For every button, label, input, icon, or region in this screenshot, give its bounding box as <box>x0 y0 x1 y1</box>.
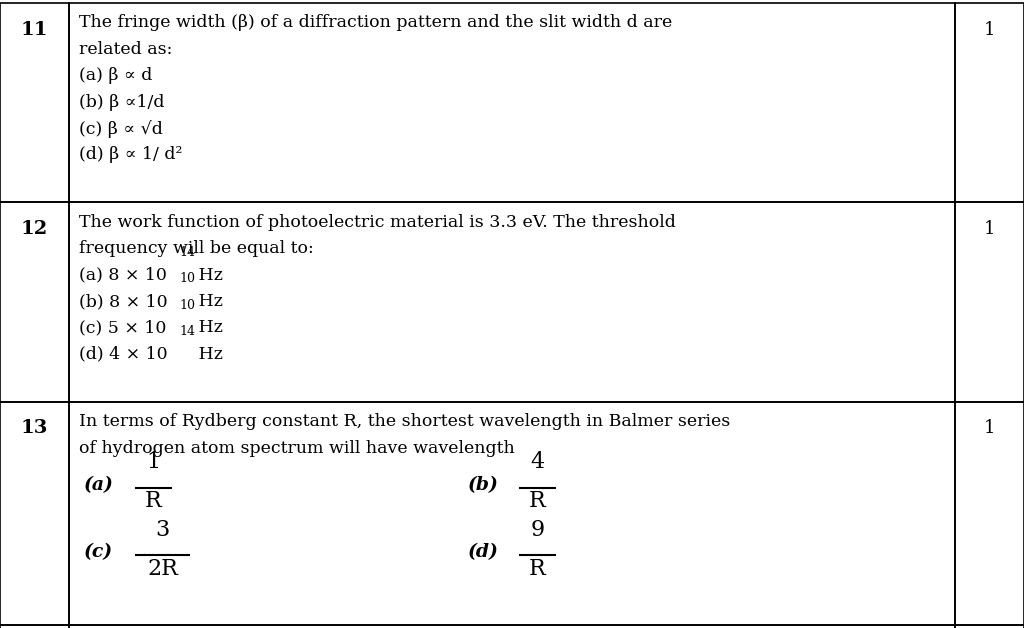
Text: (b) 8 × 10: (b) 8 × 10 <box>79 293 168 310</box>
Text: (b): (b) <box>468 476 499 494</box>
Text: The fringe width (β) of a diffraction pattern and the slit width d are: The fringe width (β) of a diffraction pa… <box>79 14 672 31</box>
Bar <box>0 202 69 402</box>
Text: 9: 9 <box>530 519 545 541</box>
Text: 2R: 2R <box>147 558 178 580</box>
Text: 1: 1 <box>984 220 995 238</box>
Text: Hz: Hz <box>193 345 222 363</box>
Text: 14: 14 <box>179 246 196 259</box>
Text: frequency will be equal to:: frequency will be equal to: <box>79 240 313 257</box>
Bar <box>955 625 1024 628</box>
Text: (a) β ∝ d: (a) β ∝ d <box>79 67 153 84</box>
Bar <box>955 402 1024 625</box>
Text: R: R <box>145 490 162 512</box>
Bar <box>69 3 955 202</box>
Text: 13: 13 <box>20 420 48 438</box>
Bar <box>0 402 69 625</box>
Text: 1: 1 <box>984 21 995 39</box>
Text: Hz: Hz <box>193 293 222 310</box>
Bar <box>0 625 69 628</box>
Text: (c) β ∝ √d: (c) β ∝ √d <box>79 120 163 138</box>
Text: (c): (c) <box>84 543 113 561</box>
Bar <box>0 3 69 202</box>
Text: (a): (a) <box>84 476 114 494</box>
Bar <box>69 402 955 625</box>
Text: 12: 12 <box>20 220 48 238</box>
Text: Hz: Hz <box>193 266 222 284</box>
Text: In terms of Rydberg constant R, the shortest wavelength in Balmer series: In terms of Rydberg constant R, the shor… <box>79 413 730 430</box>
Text: 1: 1 <box>984 420 995 438</box>
Bar <box>955 202 1024 402</box>
Bar <box>69 625 955 628</box>
Text: (d): (d) <box>468 543 499 561</box>
Text: related as:: related as: <box>79 41 172 58</box>
Text: (d) 4 × 10: (d) 4 × 10 <box>79 345 168 363</box>
Bar <box>955 3 1024 202</box>
Text: 10: 10 <box>179 299 196 311</box>
Text: Hz: Hz <box>193 319 222 337</box>
Text: 3: 3 <box>156 519 170 541</box>
Text: 1: 1 <box>146 452 161 474</box>
Text: 11: 11 <box>20 21 48 39</box>
Bar <box>69 202 955 402</box>
Text: The work function of photoelectric material is 3.3 eV. The threshold: The work function of photoelectric mater… <box>79 214 676 231</box>
Text: of hydrogen atom spectrum will have wavelength: of hydrogen atom spectrum will have wave… <box>79 440 515 457</box>
Text: (d) β ∝ 1/ d²: (d) β ∝ 1/ d² <box>79 146 182 163</box>
Text: (a) 8 × 10: (a) 8 × 10 <box>79 266 167 284</box>
Text: 14: 14 <box>179 325 196 338</box>
Text: 4: 4 <box>530 452 545 474</box>
Text: R: R <box>529 558 546 580</box>
Text: R: R <box>529 490 546 512</box>
Text: (c) 5 × 10: (c) 5 × 10 <box>79 319 166 337</box>
Text: (b) β ∝1/d: (b) β ∝1/d <box>79 94 164 111</box>
Text: 10: 10 <box>179 273 196 285</box>
